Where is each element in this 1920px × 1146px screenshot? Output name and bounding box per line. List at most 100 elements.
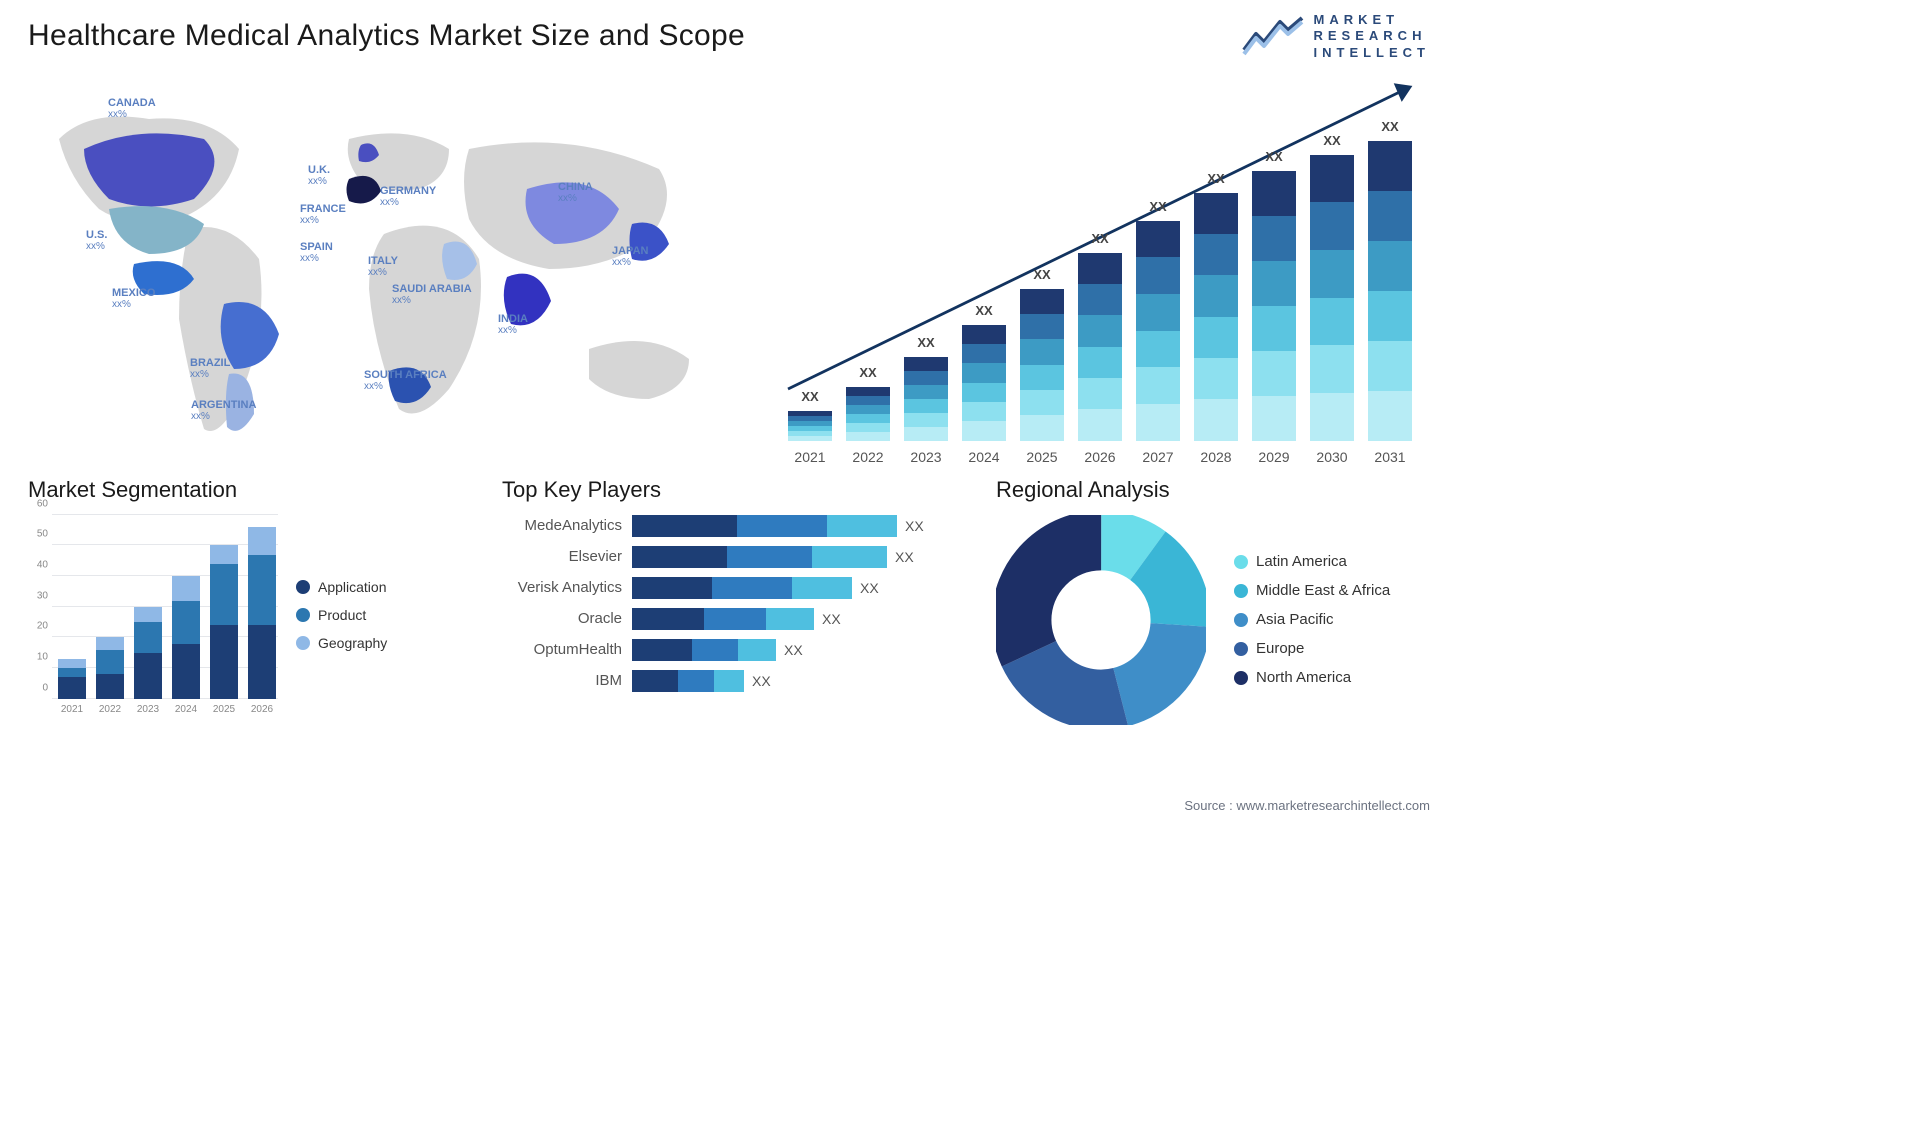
segmentation-bar: 2026 [248, 527, 276, 699]
map-label: FRANCExx% [300, 203, 346, 226]
legend-item: Geography [296, 635, 387, 651]
logo-mark-icon [1242, 16, 1304, 56]
player-label: Verisk Analytics [518, 577, 622, 599]
legend-label: Application [318, 579, 387, 595]
growth-bar: XX2026 [1078, 253, 1122, 441]
growth-bar-segment [962, 325, 1006, 344]
growth-bar-segment [1020, 339, 1064, 364]
growth-bar: XX2029 [1252, 171, 1296, 441]
growth-chart: XX2021XX2022XX2023XX2024XX2025XX2026XX20… [770, 69, 1430, 469]
segmentation-bar: 2021 [58, 659, 86, 699]
growth-bar-segment [1368, 291, 1412, 341]
legend-swatch-icon [1234, 671, 1248, 685]
player-bar-segment [714, 670, 744, 692]
growth-bar-year: 2022 [852, 449, 883, 465]
map-label: INDIAxx% [498, 313, 528, 336]
segmentation-bar-segment [134, 622, 162, 653]
growth-bar-segment [1136, 221, 1180, 258]
segmentation-bar-segment [96, 650, 124, 675]
growth-bar-segment [1136, 404, 1180, 441]
growth-bar-value: XX [1265, 149, 1282, 164]
legend-label: Asia Pacific [1256, 611, 1334, 628]
source-attribution: Source : www.marketresearchintellect.com [1184, 798, 1430, 813]
growth-bar-year: 2025 [1026, 449, 1057, 465]
player-bar-segment [812, 546, 887, 568]
y-tick-label: 40 [37, 560, 48, 571]
growth-bar-segment [1310, 250, 1354, 298]
legend-item: Europe [1234, 640, 1390, 657]
map-label: JAPANxx% [612, 245, 648, 268]
growth-bar-segment [1020, 390, 1064, 415]
growth-bar-value: XX [859, 365, 876, 380]
growth-bar-segment [1194, 317, 1238, 358]
growth-bar-segment [904, 399, 948, 413]
player-bar-segment [632, 515, 737, 537]
growth-bar-segment [1368, 141, 1412, 191]
legend-item: Product [296, 607, 387, 623]
regional-title: Regional Analysis [996, 477, 1430, 503]
player-value: XX [784, 639, 803, 661]
legend-swatch-icon [1234, 642, 1248, 656]
growth-bar-segment [1368, 241, 1412, 291]
gridline [52, 636, 278, 637]
player-bar-segment [727, 546, 812, 568]
gridline [52, 575, 278, 576]
segmentation-bar: 2022 [96, 637, 124, 698]
legend-item: Asia Pacific [1234, 611, 1390, 628]
growth-bar-segment [1310, 345, 1354, 393]
logo-line3: INTELLECT [1314, 45, 1431, 61]
map-label: CANADAxx% [108, 97, 156, 120]
player-label: Elsevier [569, 546, 622, 568]
growth-bar-segment [1252, 261, 1296, 306]
y-tick-label: 20 [37, 621, 48, 632]
player-label: Oracle [578, 608, 622, 630]
player-bar-segment [766, 608, 814, 630]
player-bar-segment [632, 639, 692, 661]
player-value: XX [905, 515, 924, 537]
growth-bar-segment [1020, 314, 1064, 339]
growth-bar-segment [904, 385, 948, 399]
growth-bar-segment [1368, 191, 1412, 241]
segmentation-bar-segment [172, 601, 200, 644]
growth-bar-segment [846, 414, 890, 423]
growth-bar-segment [1368, 391, 1412, 441]
segmentation-bar-segment [134, 653, 162, 699]
growth-bar-segment [904, 371, 948, 385]
growth-bar-segment [1252, 351, 1296, 396]
player-label: IBM [595, 670, 622, 692]
segmentation-bar-segment [58, 677, 86, 698]
map-label: MEXICOxx% [112, 287, 155, 310]
growth-bar: XX2025 [1020, 289, 1064, 441]
growth-bar-segment [846, 405, 890, 414]
segmentation-bar-segment [58, 668, 86, 677]
growth-bar: XX2031 [1368, 141, 1412, 441]
growth-bar-segment [1078, 284, 1122, 315]
player-bar: XX [632, 670, 972, 692]
growth-bar-value: XX [1381, 119, 1398, 134]
player-bar-segment [632, 608, 704, 630]
player-bar-segment [712, 577, 792, 599]
segmentation-bar-segment [210, 545, 238, 563]
segmentation-bar-segment [96, 637, 124, 649]
growth-bar-segment [1310, 155, 1354, 203]
legend-swatch-icon [1234, 613, 1248, 627]
growth-bar-segment [962, 421, 1006, 440]
legend-swatch-icon [296, 636, 310, 650]
player-bar-segment [827, 515, 897, 537]
gridline [52, 606, 278, 607]
growth-bar-segment [1252, 171, 1296, 216]
growth-bar-segment [962, 363, 1006, 382]
segmentation-x-label: 2021 [61, 704, 83, 715]
growth-bar-year: 2023 [910, 449, 941, 465]
growth-bar-segment [1136, 367, 1180, 404]
brand-logo: MARKET RESEARCH INTELLECT [1242, 12, 1431, 61]
player-bar-segment [632, 546, 727, 568]
legend-label: Product [318, 607, 366, 623]
growth-bar-segment [1020, 289, 1064, 314]
player-bar-segment [792, 577, 852, 599]
y-tick-label: 0 [42, 682, 48, 693]
map-label: SPAINxx% [300, 241, 333, 264]
growth-bar-segment [1252, 216, 1296, 261]
player-bar-segment [632, 670, 678, 692]
growth-bar-year: 2028 [1200, 449, 1231, 465]
